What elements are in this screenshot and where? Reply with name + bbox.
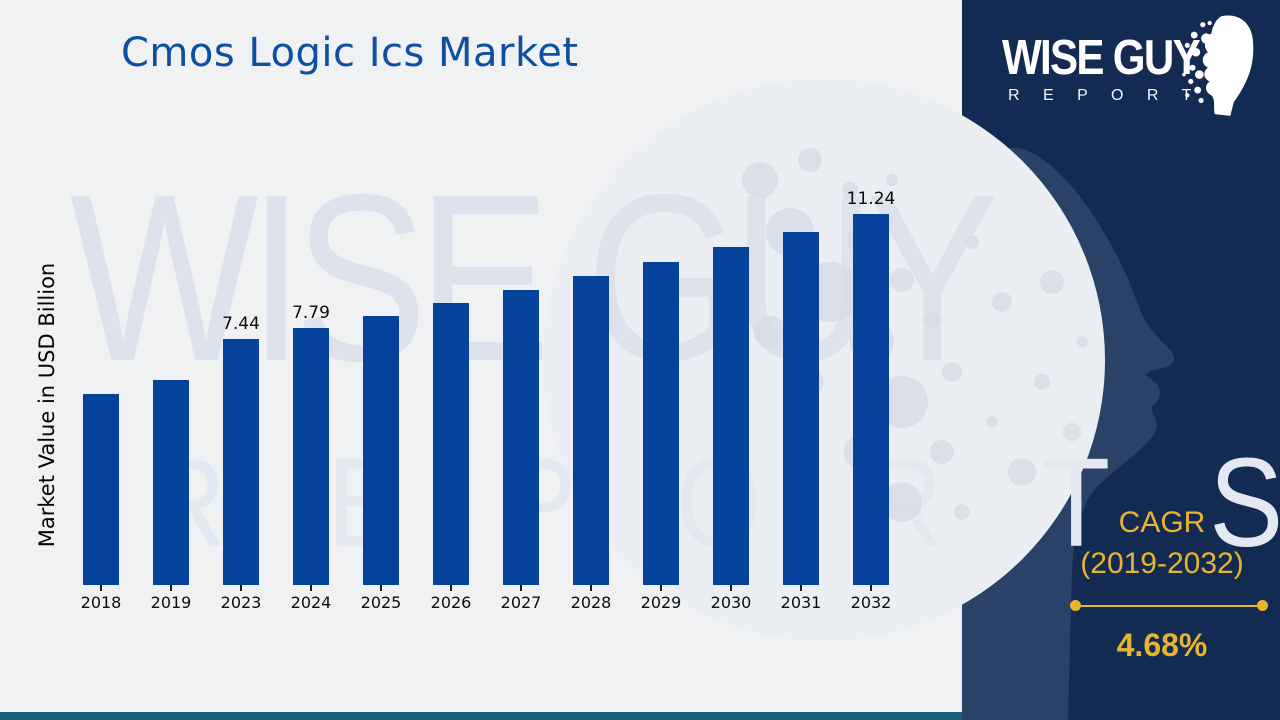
x-label-2031: 2031 [780, 593, 822, 612]
y-axis-label: Market Value in USD Billion [35, 262, 59, 548]
cagr-label: CAGR [1118, 506, 1206, 539]
x-tick-2030 [730, 585, 732, 591]
cagr-value: 4.68% [1116, 627, 1208, 663]
cagr-divider [1070, 600, 1268, 611]
brand-name: WISE GUY [1002, 31, 1201, 85]
bar-2024 [293, 328, 329, 585]
x-tick-2025 [380, 585, 382, 591]
brand-subname: R E P O R T S [1008, 87, 1235, 104]
x-tick-2031 [800, 585, 802, 591]
x-label-2027: 2027 [500, 593, 542, 612]
bar-2019 [153, 380, 189, 585]
bar-2025 [363, 316, 399, 585]
x-tick-2032 [870, 585, 872, 591]
bar-2018 [83, 394, 119, 585]
page-title: Cmos Logic Ics Market [121, 30, 579, 76]
cagr-range: (2019-2032) [1080, 547, 1244, 580]
x-label-2032: 2032 [850, 593, 892, 612]
bar-2032 [853, 214, 889, 585]
cagr-block: CAGR (2019-2032) 4.68% [1054, 506, 1270, 664]
x-label-2019: 2019 [150, 593, 192, 612]
x-label-2018: 2018 [80, 593, 122, 612]
x-label-2028: 2028 [570, 593, 612, 612]
x-tick-2024 [310, 585, 312, 591]
x-tick-2027 [520, 585, 522, 591]
brand-face-icon [1182, 15, 1254, 116]
x-label-2024: 2024 [290, 593, 332, 612]
bar-2030 [713, 247, 749, 585]
bar-2031 [783, 232, 819, 585]
x-label-2023: 2023 [220, 593, 262, 612]
x-label-2029: 2029 [640, 593, 682, 612]
value-label-2023: 7.44 [222, 314, 260, 334]
bar-2027 [503, 290, 539, 585]
x-label-2025: 2025 [360, 593, 402, 612]
divider-rule [1081, 604, 1257, 607]
x-tick-2023 [240, 585, 242, 591]
x-tick-2018 [100, 585, 102, 591]
bar-2028 [573, 276, 609, 585]
x-tick-2019 [170, 585, 172, 591]
bar-2023 [223, 339, 259, 585]
watermark-circle [543, 79, 1105, 641]
x-tick-2029 [660, 585, 662, 591]
divider-left-dot-icon [1070, 600, 1081, 611]
value-label-2024: 7.79 [292, 303, 330, 323]
x-label-2026: 2026 [430, 593, 472, 612]
x-tick-2026 [450, 585, 452, 591]
divider-right-dot-icon [1257, 600, 1268, 611]
x-label-2030: 2030 [710, 593, 752, 612]
bar-2029 [643, 262, 679, 585]
brand-panel-content: WISE GUY R E P O R T S CAGR (2019-2032) … [962, 0, 1280, 720]
bar-2026 [433, 303, 469, 585]
value-label-2032: 11.24 [846, 189, 896, 209]
x-tick-2028 [590, 585, 592, 591]
bottom-accent-strip [0, 712, 1280, 720]
